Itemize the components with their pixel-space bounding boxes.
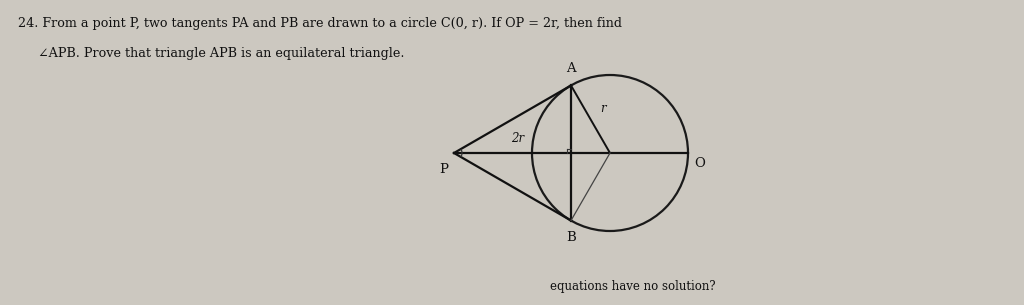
Text: P: P: [439, 163, 447, 176]
Text: B: B: [566, 231, 575, 244]
Text: O: O: [694, 157, 705, 170]
Text: 24. From a point P, two tangents PA and PB are drawn to a circle C(0, r). If OP : 24. From a point P, two tangents PA and …: [18, 17, 622, 30]
Text: ∠APB. Prove that triangle APB is an equilateral triangle.: ∠APB. Prove that triangle APB is an equi…: [38, 47, 404, 60]
Text: A: A: [566, 63, 575, 75]
Text: equations have no solution?: equations have no solution?: [550, 280, 716, 293]
Text: r: r: [600, 102, 606, 115]
Text: 2r: 2r: [511, 132, 524, 145]
